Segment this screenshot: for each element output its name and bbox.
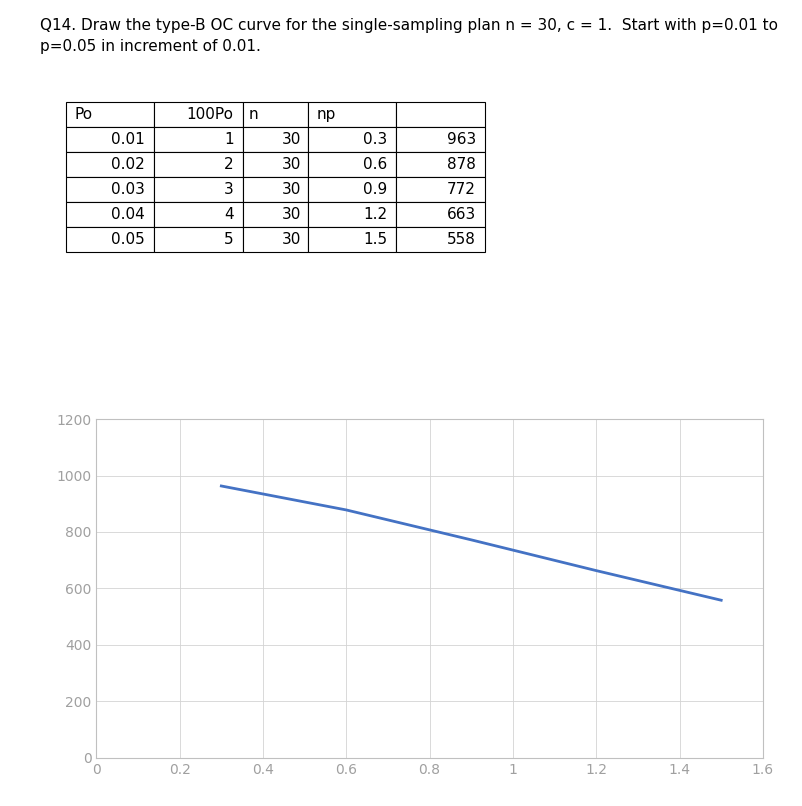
Text: Q14. Draw the type-B OC curve for the single-sampling plan n = 30, c = 1.  Start: Q14. Draw the type-B OC curve for the si…	[40, 18, 777, 33]
Text: p=0.05 in increment of 0.01.: p=0.05 in increment of 0.01.	[40, 39, 261, 54]
